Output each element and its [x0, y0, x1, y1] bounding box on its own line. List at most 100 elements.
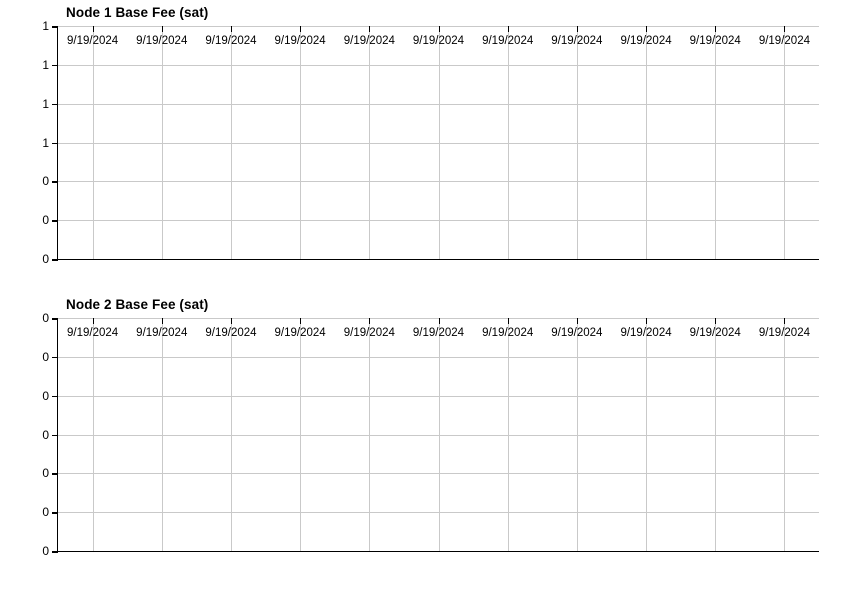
- x-tick-mark: [161, 318, 163, 324]
- y-tick-label: 1: [42, 135, 49, 150]
- x-tick-label: 9/19/2024: [551, 327, 603, 339]
- x-tick-mark: [300, 26, 302, 32]
- x-tick-label: 9/19/2024: [689, 327, 741, 339]
- x-tick-mark: [715, 318, 717, 324]
- x-tick-mark: [507, 26, 509, 32]
- x-tick-mark: [92, 318, 94, 324]
- y-tick-mark: [52, 551, 58, 553]
- y-tick-label: 0: [42, 349, 49, 364]
- y-tick-mark: [52, 26, 58, 28]
- x-tick-label: 9/19/2024: [66, 35, 119, 47]
- y-tick-label: 0: [42, 311, 49, 325]
- gridline-vertical: [576, 26, 578, 259]
- gridline-vertical: [92, 26, 94, 259]
- y-tick-mark: [52, 181, 58, 183]
- y-tick-label: 1: [42, 96, 49, 111]
- x-tick-label: 9/19/2024: [482, 35, 534, 47]
- gridline-vertical: [369, 26, 371, 259]
- x-tick-label: 9/19/2024: [758, 35, 810, 47]
- x-tick-mark: [438, 26, 440, 32]
- gridline-vertical: [230, 26, 232, 259]
- gridline-vertical: [784, 26, 786, 259]
- x-tick-label: 9/19/2024: [136, 35, 188, 47]
- x-tick-label: 9/19/2024: [620, 35, 672, 47]
- gridline-vertical: [715, 26, 717, 259]
- y-tick-label: 0: [42, 544, 49, 558]
- y-tick-label: 0: [42, 252, 49, 266]
- y-tick-label: 0: [42, 174, 49, 189]
- x-tick-label: 9/19/2024: [482, 327, 534, 339]
- x-tick-label: 9/19/2024: [551, 35, 603, 47]
- plot-area-node-1: 1 1 1 1 0 0 0 9/19/2024 9/19/2024 9/19/2024 9/19/…: [42, 19, 819, 266]
- x-tick-mark: [784, 26, 786, 32]
- gridline-vertical: [92, 318, 94, 551]
- chart-title-node-1: Node 1 Base Fee (sat): [66, 5, 209, 20]
- gridline-vertical: [369, 318, 371, 551]
- x-tick-mark: [230, 26, 232, 32]
- gridline-vertical: [715, 318, 717, 551]
- y-tick-label: 0: [42, 505, 49, 520]
- x-tick-label: 9/19/2024: [412, 327, 465, 339]
- x-tick-mark: [646, 26, 648, 32]
- x-tick-label: 9/19/2024: [205, 327, 257, 339]
- gridline-vertical: [161, 26, 163, 259]
- x-tick-label: 9/19/2024: [758, 327, 810, 339]
- x-tick-mark: [576, 318, 578, 324]
- gridline-vertical: [300, 26, 302, 259]
- x-tick-label: 9/19/2024: [343, 327, 395, 339]
- chart-panel-node-2: Node 2 Base Fee (sat) 0 0 0 0 0 0 0 9/19/2024 9…: [0, 292, 860, 592]
- y-tick-mark: [52, 395, 58, 398]
- x-tick-label: 9/19/2024: [620, 327, 672, 339]
- y-tick-mark: [52, 434, 58, 437]
- gridline-vertical: [438, 26, 440, 259]
- y-tick-label: 0: [42, 213, 49, 228]
- x-tick-mark: [230, 318, 232, 324]
- x-tick-label: 9/19/2024: [66, 327, 119, 339]
- x-tick-label: 9/19/2024: [205, 35, 257, 47]
- y-tick-mark: [52, 512, 58, 514]
- chart-panel-node-1: Node 1 Base Fee (sat) 1 1 1 1 0 0 0 9/19/2024 9…: [0, 0, 860, 290]
- y-tick-mark: [52, 64, 58, 67]
- y-tick-label: 1: [42, 57, 49, 72]
- x-tick-mark: [438, 318, 440, 324]
- gridline-vertical: [438, 318, 440, 551]
- y-tick-mark: [52, 103, 58, 106]
- x-tick-mark: [92, 26, 94, 32]
- x-tick-mark: [300, 318, 302, 324]
- y-tick-mark: [52, 220, 58, 222]
- x-tick-mark: [369, 26, 371, 32]
- x-tick-mark: [784, 318, 786, 324]
- x-tick-label: 9/19/2024: [689, 35, 741, 47]
- gridline-vertical: [230, 318, 232, 551]
- x-tick-mark: [715, 26, 717, 32]
- x-tick-mark: [576, 26, 578, 32]
- gridline-vertical: [784, 318, 786, 551]
- y-tick-label: 0: [42, 388, 49, 403]
- chart-title-node-2: Node 2 Base Fee (sat): [66, 297, 209, 312]
- x-tick-label: 9/19/2024: [274, 35, 326, 47]
- gridline-vertical: [300, 318, 302, 551]
- plot-area-node-2: 0 0 0 0 0 0 0 9/19/2024 9/19/2024 9/19/2024 9/19/…: [42, 311, 819, 558]
- y-tick-mark: [52, 259, 58, 261]
- y-tick-mark: [52, 142, 58, 145]
- x-tick-label: 9/19/2024: [274, 327, 326, 339]
- gridline-vertical: [507, 26, 509, 259]
- x-tick-label: 9/19/2024: [136, 327, 188, 339]
- x-tick-label: 9/19/2024: [412, 35, 465, 47]
- x-tick-mark: [369, 318, 371, 324]
- y-tick-label: 1: [42, 19, 49, 33]
- gridline-vertical: [161, 318, 163, 551]
- y-tick-label: 0: [42, 466, 49, 481]
- x-tick-mark: [161, 26, 163, 32]
- x-tick-mark: [507, 318, 509, 324]
- y-tick-mark: [52, 473, 58, 475]
- x-tick-mark: [646, 318, 648, 324]
- y-tick-mark: [52, 318, 58, 320]
- gridline-vertical: [507, 318, 509, 551]
- x-tick-label: 9/19/2024: [343, 35, 395, 47]
- gridline-vertical: [646, 318, 648, 551]
- y-tick-label: 0: [42, 427, 49, 442]
- gridline-vertical: [646, 26, 648, 259]
- y-tick-mark: [52, 356, 58, 359]
